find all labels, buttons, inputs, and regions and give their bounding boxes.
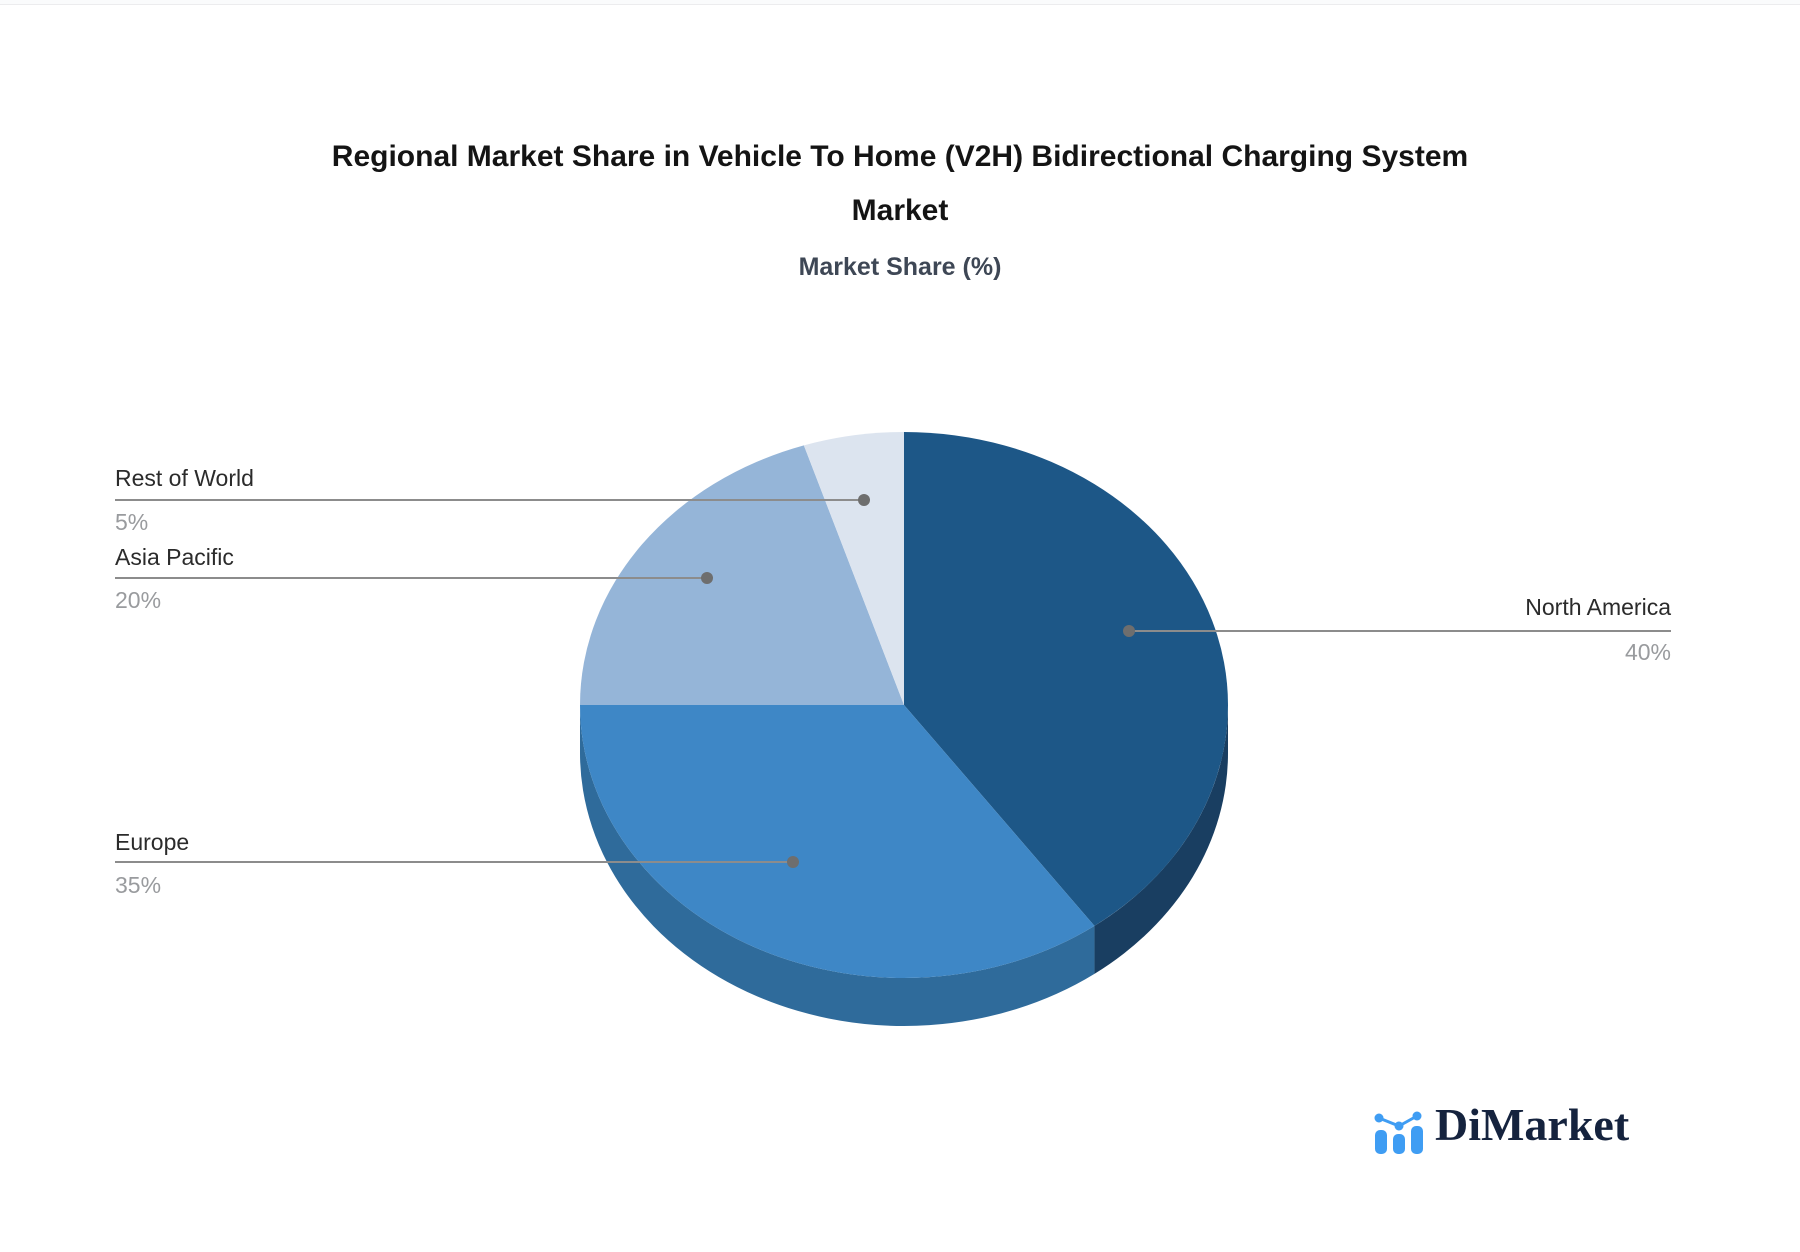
leader-dot-asia-pacific	[701, 572, 713, 584]
callout-value-europe: 35%	[115, 872, 162, 898]
chart-subtitle: Market Share (%)	[798, 253, 1002, 281]
pie-side-north-america	[1094, 705, 1228, 974]
page-title: Regional Market Share in Vehicle To Home…	[0, 130, 1800, 238]
leader-dot-rest-of-world	[858, 494, 870, 506]
pie-slice-north-america[interactable]	[904, 432, 1228, 926]
title-line-2: Market	[851, 194, 949, 227]
callout-value-asia-pacific: 20%	[115, 587, 162, 613]
logo-bars	[1375, 1126, 1423, 1154]
callout-label-europe: Europe	[115, 829, 190, 855]
pie-slice-europe[interactable]	[580, 705, 1095, 978]
page-top-strip	[0, 0, 1800, 5]
callout-label-north-america: North America	[1525, 594, 1671, 620]
leader-line-north-america	[1129, 630, 1671, 632]
dimarket-logo-icon	[1374, 1111, 1423, 1154]
dimarket-logo-text: DiMarket	[1435, 1099, 1630, 1150]
leader-line-europe	[115, 861, 793, 863]
leader-dot-europe	[787, 856, 799, 868]
title-line-1: Regional Market Share in Vehicle To Home…	[331, 140, 1469, 173]
callout-label-rest-of-world: Rest of World	[115, 465, 254, 491]
leader-dot-north-america	[1123, 625, 1135, 637]
dimarket-logo: DiMarket	[1373, 1096, 1629, 1154]
logo-trend-line	[1374, 1111, 1422, 1131]
callout-label-asia-pacific: Asia Pacific	[115, 544, 234, 570]
callout-value-rest-of-world: 5%	[115, 509, 149, 535]
leader-line-asia-pacific	[115, 577, 707, 579]
callout-value-north-america: 40%	[1624, 639, 1671, 665]
pie-slice-asia-pacific[interactable]	[580, 445, 904, 705]
leader-line-rest-of-world	[115, 499, 864, 501]
pie-side-europe	[580, 705, 1095, 1026]
